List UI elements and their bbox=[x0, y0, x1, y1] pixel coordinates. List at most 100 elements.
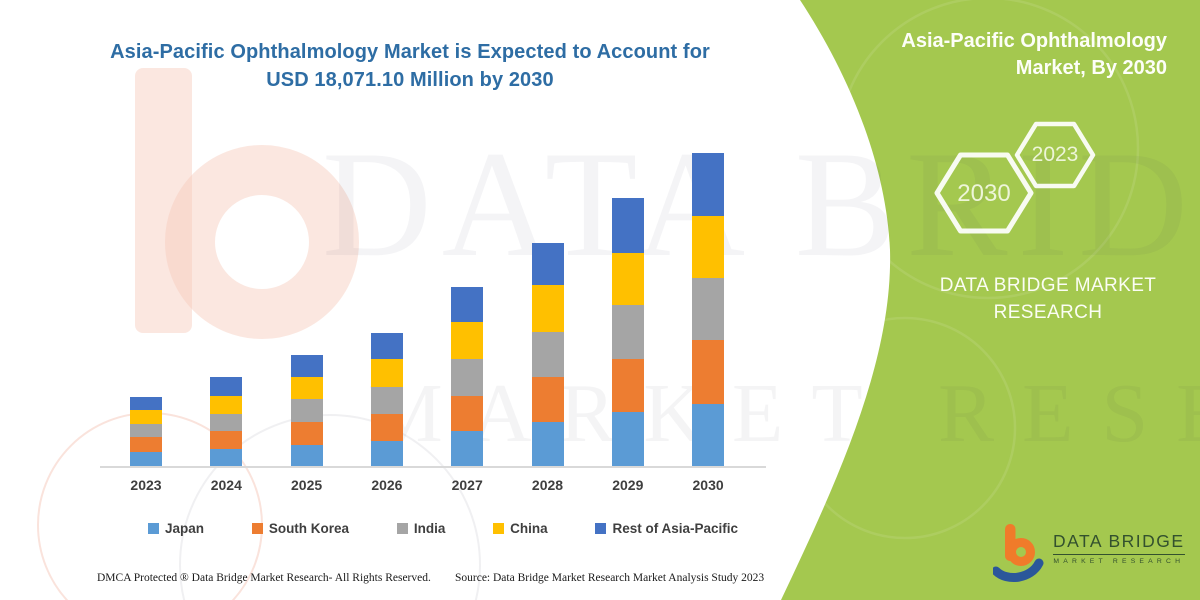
legend-marker-icon bbox=[595, 523, 607, 534]
bar-segment-2026-south-korea bbox=[370, 413, 403, 441]
x-axis-label-2028: 2028 bbox=[531, 477, 564, 493]
bar-segment-2025-rest-of-asia-pacific bbox=[290, 354, 323, 378]
bar-segment-2024-japan bbox=[210, 449, 243, 466]
legend-label: South Korea bbox=[268, 521, 350, 536]
legend-marker-icon bbox=[251, 523, 263, 534]
bar-segment-2026-japan bbox=[370, 440, 403, 466]
bar-segment-2028-india bbox=[531, 331, 564, 378]
bar-segment-2024-rest-of-asia-pacific bbox=[210, 377, 243, 396]
legend-item-rest-of-asia-pacific: Rest of Asia-Pacific bbox=[595, 521, 738, 536]
company-logo-name: DATA BRIDGE bbox=[1053, 531, 1185, 555]
legend-item-south-korea: South Korea bbox=[251, 521, 350, 536]
bar-segment-2025-south-korea bbox=[290, 422, 323, 445]
bar-segment-2023-india bbox=[130, 423, 162, 437]
logo-blue-swoosh bbox=[993, 558, 1044, 583]
legend-label: Rest of Asia-Pacific bbox=[612, 521, 738, 536]
legend-item-china: China bbox=[493, 521, 548, 536]
bar-segment-2029-south-korea bbox=[611, 358, 644, 413]
bar-segment-2023-china bbox=[130, 410, 162, 424]
company-logo: DATA BRIDGE MARKET RESEARCH bbox=[993, 521, 1185, 583]
bar-segment-2023-rest-of-asia-pacific bbox=[130, 397, 162, 411]
bar-segment-2028-south-korea bbox=[531, 377, 564, 423]
legend-label: Japan bbox=[165, 521, 205, 536]
hexagon-2023-label: 2023 bbox=[1031, 143, 1079, 166]
chart-legend: Japan South Korea India China Rest of Asia-P… bbox=[148, 521, 738, 536]
footer-dmca-text: DMCA Protected ® Data Bridge Market Rese… bbox=[97, 572, 431, 584]
bar-segment-2025-india bbox=[290, 398, 323, 423]
x-axis-label-2027: 2027 bbox=[451, 477, 483, 493]
bar-segment-2030-south-korea bbox=[692, 340, 725, 404]
stacked-bar-2026 bbox=[370, 332, 403, 466]
bar-segment-2023-japan bbox=[130, 451, 162, 466]
x-axis-line bbox=[100, 466, 766, 468]
footer-source-text: Source: Data Bridge Market Research Mark… bbox=[455, 572, 765, 584]
bar-segment-2030-japan bbox=[692, 404, 725, 466]
bar-segment-2026-india bbox=[370, 387, 403, 414]
legend-item-india: India bbox=[396, 521, 446, 536]
chart-title: Asia-Pacific Ophthalmology Market is Exp… bbox=[85, 38, 735, 94]
bar-segment-2028-rest-of-asia-pacific bbox=[531, 242, 564, 285]
hexagon-2030-label: 2030 bbox=[957, 180, 1011, 207]
bar-segment-2030-india bbox=[692, 277, 725, 341]
bar-segment-2029-rest-of-asia-pacific bbox=[611, 197, 644, 253]
chart-title-line1: Asia-Pacific Ophthalmology Market is Exp… bbox=[110, 41, 710, 63]
company-logo-text: DATA BRIDGE MARKET RESEARCH bbox=[1053, 531, 1185, 565]
stacked-bar-2029 bbox=[611, 197, 644, 466]
stacked-bar-2027 bbox=[451, 286, 484, 466]
logo-orange-bowl bbox=[1007, 538, 1035, 566]
company-logo-subtitle: MARKET RESEARCH bbox=[1053, 557, 1185, 565]
bar-segment-2024-india bbox=[210, 413, 243, 431]
bar-segment-2024-china bbox=[210, 395, 243, 414]
side-panel-title: Asia-Pacific Ophthalmology Market, By 20… bbox=[847, 28, 1167, 82]
x-axis-label-2026: 2026 bbox=[371, 477, 403, 493]
bar-segment-2027-japan bbox=[451, 430, 484, 466]
bar-segment-2028-japan bbox=[531, 422, 564, 466]
legend-marker-icon bbox=[396, 523, 408, 534]
bar-segment-2028-china bbox=[531, 284, 564, 332]
x-axis-label-2024: 2024 bbox=[210, 477, 242, 493]
bar-segment-2023-south-korea bbox=[130, 436, 162, 452]
x-axis-label-2023: 2023 bbox=[130, 477, 162, 493]
legend-marker-icon bbox=[493, 523, 505, 534]
stacked-bar-2023 bbox=[130, 397, 162, 466]
x-axis-label-2025: 2025 bbox=[291, 477, 323, 493]
stacked-bar-2025 bbox=[290, 354, 323, 466]
brand-wordmark-line1: DATA BRIDGE MARKET bbox=[939, 275, 1157, 296]
bar-segment-2027-china bbox=[451, 321, 484, 359]
bar-segment-2029-india bbox=[611, 304, 644, 359]
company-logo-icon bbox=[993, 524, 1044, 583]
bar-segment-2027-south-korea bbox=[451, 395, 484, 431]
bar-segment-2026-rest-of-asia-pacific bbox=[370, 332, 403, 359]
pink-b-watermark-shape bbox=[37, 68, 481, 600]
x-axis-label-2029: 2029 bbox=[612, 477, 644, 493]
legend-item-japan: Japan bbox=[148, 521, 204, 536]
watermark-text-market-research: MARKET RESEARCH bbox=[368, 367, 1200, 460]
bar-segment-2027-india bbox=[451, 358, 484, 396]
bar-segment-2025-japan bbox=[290, 444, 323, 466]
bar-segment-2029-japan bbox=[611, 412, 644, 466]
bar-segment-2025-china bbox=[290, 377, 323, 399]
bar-segment-2026-china bbox=[370, 358, 403, 388]
bar-segment-2030-rest-of-asia-pacific bbox=[692, 153, 725, 217]
green-panel-shape bbox=[781, 0, 1200, 600]
legend-label: India bbox=[413, 521, 446, 536]
legend-marker-icon bbox=[148, 523, 159, 534]
stacked-bar-2028 bbox=[531, 242, 564, 466]
legend-label: China bbox=[510, 521, 548, 536]
x-axis-label-2030: 2030 bbox=[692, 477, 724, 493]
bar-segment-2029-china bbox=[611, 252, 644, 305]
bar-segment-2030-china bbox=[692, 216, 725, 278]
bar-segment-2024-south-korea bbox=[210, 430, 243, 450]
bar-segment-2027-rest-of-asia-pacific bbox=[451, 286, 484, 322]
side-panel-title-line2: Market, By 2030 bbox=[1015, 57, 1167, 79]
side-panel-title-line1: Asia-Pacific Ophthalmology bbox=[901, 30, 1167, 52]
brand-wordmark: DATA BRIDGE MARKET RESEARCH bbox=[918, 272, 1178, 326]
stacked-bar-2030 bbox=[692, 153, 725, 466]
green-panel-ring-watermarks bbox=[793, 0, 1140, 540]
brand-wordmark-line2: RESEARCH bbox=[993, 302, 1103, 323]
stacked-bar-2024 bbox=[210, 377, 243, 466]
chart-title-line2: USD 18,071.10 Million by 2030 bbox=[266, 69, 554, 91]
